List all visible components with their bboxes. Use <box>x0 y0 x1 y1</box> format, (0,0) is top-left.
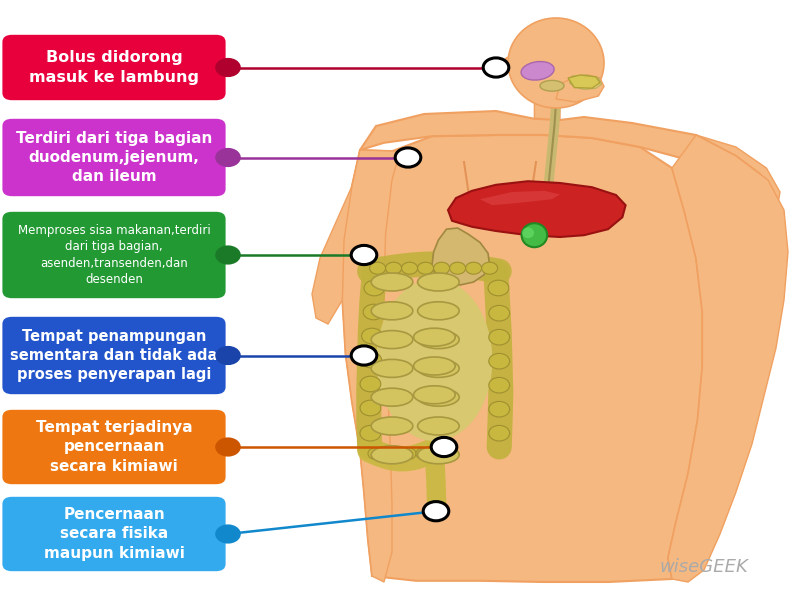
Polygon shape <box>432 228 490 285</box>
Circle shape <box>215 245 241 265</box>
Circle shape <box>488 280 509 296</box>
FancyBboxPatch shape <box>2 212 226 298</box>
Circle shape <box>450 262 466 274</box>
Circle shape <box>434 262 450 274</box>
Circle shape <box>215 437 241 457</box>
Ellipse shape <box>418 331 459 349</box>
Polygon shape <box>534 102 560 120</box>
Ellipse shape <box>540 80 564 91</box>
Ellipse shape <box>414 357 455 375</box>
Text: Tempat penampungan
sementara dan tidak ada
proses penyerapan lagi: Tempat penampungan sementara dan tidak a… <box>10 329 218 382</box>
Circle shape <box>361 352 382 368</box>
Circle shape <box>431 437 457 457</box>
Circle shape <box>483 58 509 77</box>
Circle shape <box>482 262 498 274</box>
Polygon shape <box>342 135 702 582</box>
Circle shape <box>386 262 402 274</box>
Polygon shape <box>570 75 602 89</box>
Text: Bolus didorong
masuk ke lambung: Bolus didorong masuk ke lambung <box>29 50 199 85</box>
Text: Memproses sisa makanan,terdiri
dari tiga bagian,
asenden,transenden,dan
desenden: Memproses sisa makanan,terdiri dari tiga… <box>18 224 210 286</box>
Circle shape <box>418 262 434 274</box>
Circle shape <box>351 245 377 265</box>
Circle shape <box>351 346 377 365</box>
Ellipse shape <box>371 446 413 464</box>
Circle shape <box>489 329 510 345</box>
Polygon shape <box>342 150 400 582</box>
Ellipse shape <box>521 62 554 80</box>
Circle shape <box>370 262 386 274</box>
FancyBboxPatch shape <box>2 119 226 196</box>
Ellipse shape <box>508 18 604 108</box>
Circle shape <box>215 58 241 77</box>
Text: wiseGEEK: wiseGEEK <box>660 558 748 576</box>
Circle shape <box>368 448 384 460</box>
Circle shape <box>364 280 385 296</box>
Circle shape <box>384 448 400 460</box>
Polygon shape <box>568 75 600 88</box>
Circle shape <box>395 148 421 167</box>
Polygon shape <box>360 111 760 186</box>
Text: Pencernaan
secara fisika
maupun kimiawi: Pencernaan secara fisika maupun kimiawi <box>43 507 185 560</box>
Circle shape <box>489 377 510 393</box>
Ellipse shape <box>377 279 493 441</box>
Ellipse shape <box>522 227 534 238</box>
Ellipse shape <box>576 83 579 88</box>
Ellipse shape <box>371 302 413 320</box>
Ellipse shape <box>418 302 459 320</box>
Circle shape <box>489 353 510 369</box>
Circle shape <box>402 262 418 274</box>
FancyBboxPatch shape <box>2 35 226 100</box>
Polygon shape <box>480 191 560 205</box>
Ellipse shape <box>371 273 413 291</box>
Circle shape <box>400 448 416 460</box>
Ellipse shape <box>582 83 586 88</box>
Ellipse shape <box>414 386 455 404</box>
Ellipse shape <box>588 83 592 88</box>
Ellipse shape <box>414 328 455 346</box>
Circle shape <box>489 401 510 417</box>
Polygon shape <box>680 135 780 222</box>
Circle shape <box>215 148 241 167</box>
FancyBboxPatch shape <box>2 410 226 484</box>
Circle shape <box>360 425 381 441</box>
Circle shape <box>466 262 482 274</box>
Circle shape <box>362 328 382 344</box>
Ellipse shape <box>418 446 459 464</box>
Circle shape <box>423 502 449 521</box>
Ellipse shape <box>503 57 518 72</box>
Ellipse shape <box>522 223 547 247</box>
Ellipse shape <box>418 359 459 377</box>
FancyBboxPatch shape <box>2 497 226 571</box>
Ellipse shape <box>418 273 459 291</box>
Text: Tempat terjadinya
pencernaan
secara kimiawi: Tempat terjadinya pencernaan secara kimi… <box>36 420 192 474</box>
Circle shape <box>215 346 241 365</box>
Ellipse shape <box>418 417 459 435</box>
Polygon shape <box>668 135 788 582</box>
Ellipse shape <box>371 417 413 435</box>
Text: Terdiri dari tiga bagian
duodenum,jejenum,
dan ileum: Terdiri dari tiga bagian duodenum,jejenu… <box>16 131 212 184</box>
Ellipse shape <box>371 359 413 377</box>
Ellipse shape <box>371 331 413 349</box>
Polygon shape <box>448 181 626 237</box>
Circle shape <box>360 400 381 416</box>
Circle shape <box>416 448 432 460</box>
FancyBboxPatch shape <box>2 317 226 394</box>
Circle shape <box>360 376 381 392</box>
Circle shape <box>215 524 241 544</box>
Polygon shape <box>312 150 364 324</box>
Circle shape <box>489 305 510 321</box>
Ellipse shape <box>371 388 413 406</box>
Circle shape <box>363 304 384 320</box>
Circle shape <box>489 425 510 441</box>
Polygon shape <box>556 75 604 102</box>
Ellipse shape <box>418 388 459 406</box>
